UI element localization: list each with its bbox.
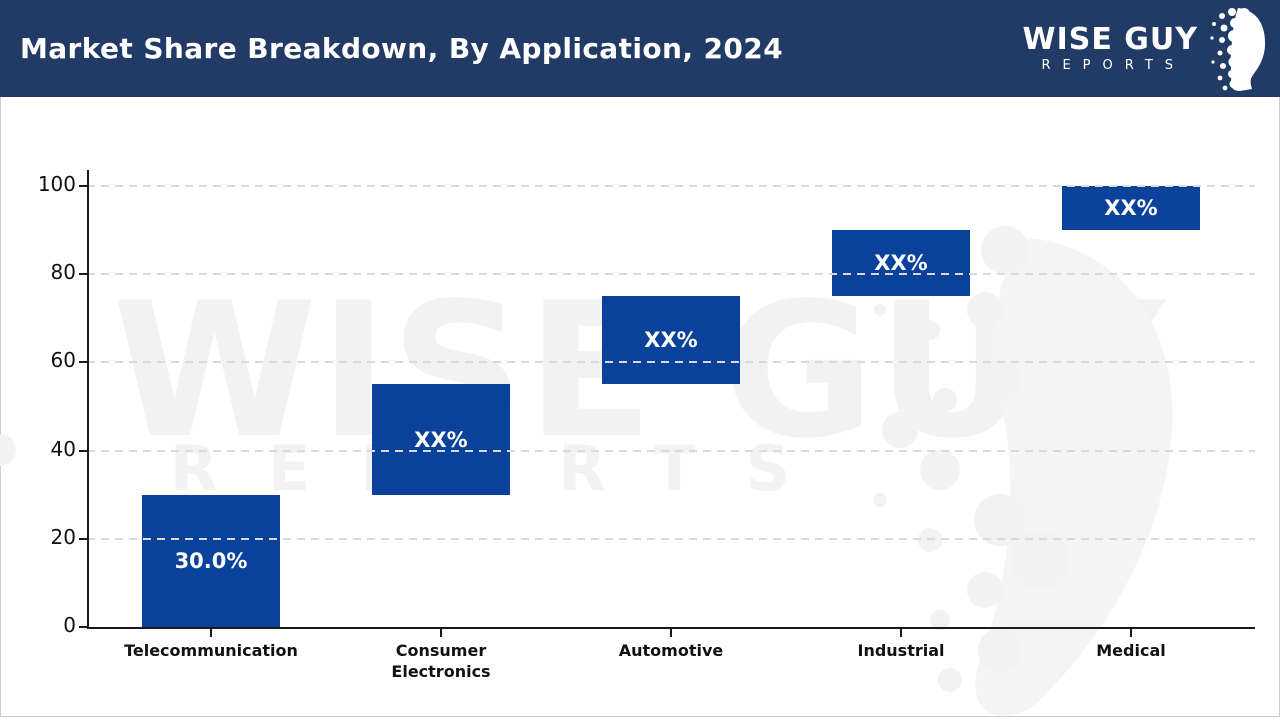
x-category-label: Automotive <box>618 641 724 660</box>
left-rule <box>0 97 1 717</box>
bar-segment: XX% <box>372 384 510 495</box>
gridline-20 <box>87 537 1255 540</box>
y-tick-label-60: 60 <box>50 348 76 373</box>
x-tick-mark <box>670 629 672 637</box>
y-tick-label-40: 40 <box>50 436 76 461</box>
y-tick-label-100: 100 <box>37 172 76 196</box>
bar-value-label: XX% <box>1104 196 1158 221</box>
x-tick-mark <box>210 629 212 637</box>
x-tick-mark <box>440 629 442 637</box>
gridline-100 <box>87 185 1255 187</box>
y-tick-label-0: 0 <box>63 613 76 637</box>
chart-title: Market Share Breakdown, By Application, … <box>20 32 784 65</box>
x-tick-mark <box>1130 629 1132 637</box>
x-tick-mark <box>900 629 902 637</box>
gridline-80 <box>87 273 1255 276</box>
wiseguy-face-icon <box>1210 7 1266 91</box>
y-tick-label-20: 20 <box>50 524 76 549</box>
bar-segment: XX% <box>1062 186 1200 231</box>
header-band: Market Share Breakdown, By Application, … <box>0 0 1280 97</box>
x-category-label: Medical <box>1096 641 1166 660</box>
y-tick-mark-80 <box>79 273 87 276</box>
logo-brand-sub: REPORTS <box>1041 58 1186 73</box>
y-tick-mark-0 <box>79 626 87 628</box>
y-tick-mark-20 <box>79 537 87 540</box>
bar-segment: XX% <box>602 296 740 385</box>
y-tick-mark-40 <box>79 449 87 452</box>
x-category-label: Consumer Electronics <box>391 641 491 681</box>
y-axis-line <box>87 170 89 629</box>
bar-value-label: XX% <box>414 427 468 452</box>
x-axis-line <box>87 627 1255 629</box>
y-tick-label-80: 80 <box>50 260 76 285</box>
logo-brand-name: WISE GUY <box>1022 22 1198 57</box>
bar-value-label: 30.0% <box>174 548 248 573</box>
y-tick-mark-60 <box>79 361 87 364</box>
y-tick-mark-100 <box>79 185 87 187</box>
bar-value-label: XX% <box>644 328 698 353</box>
bar-segment: 30.0% <box>142 494 280 627</box>
x-category-label: Industrial <box>857 641 945 660</box>
gridline-40 <box>87 449 1255 452</box>
bottom-rule <box>0 716 1280 717</box>
x-category-label: Telecommunication <box>124 641 298 660</box>
logo-wordmark: WISE GUY REPORTS <box>1022 22 1198 73</box>
gridline-60 <box>87 361 1255 364</box>
wiseguy-logo: WISE GUY REPORTS <box>1022 6 1266 92</box>
